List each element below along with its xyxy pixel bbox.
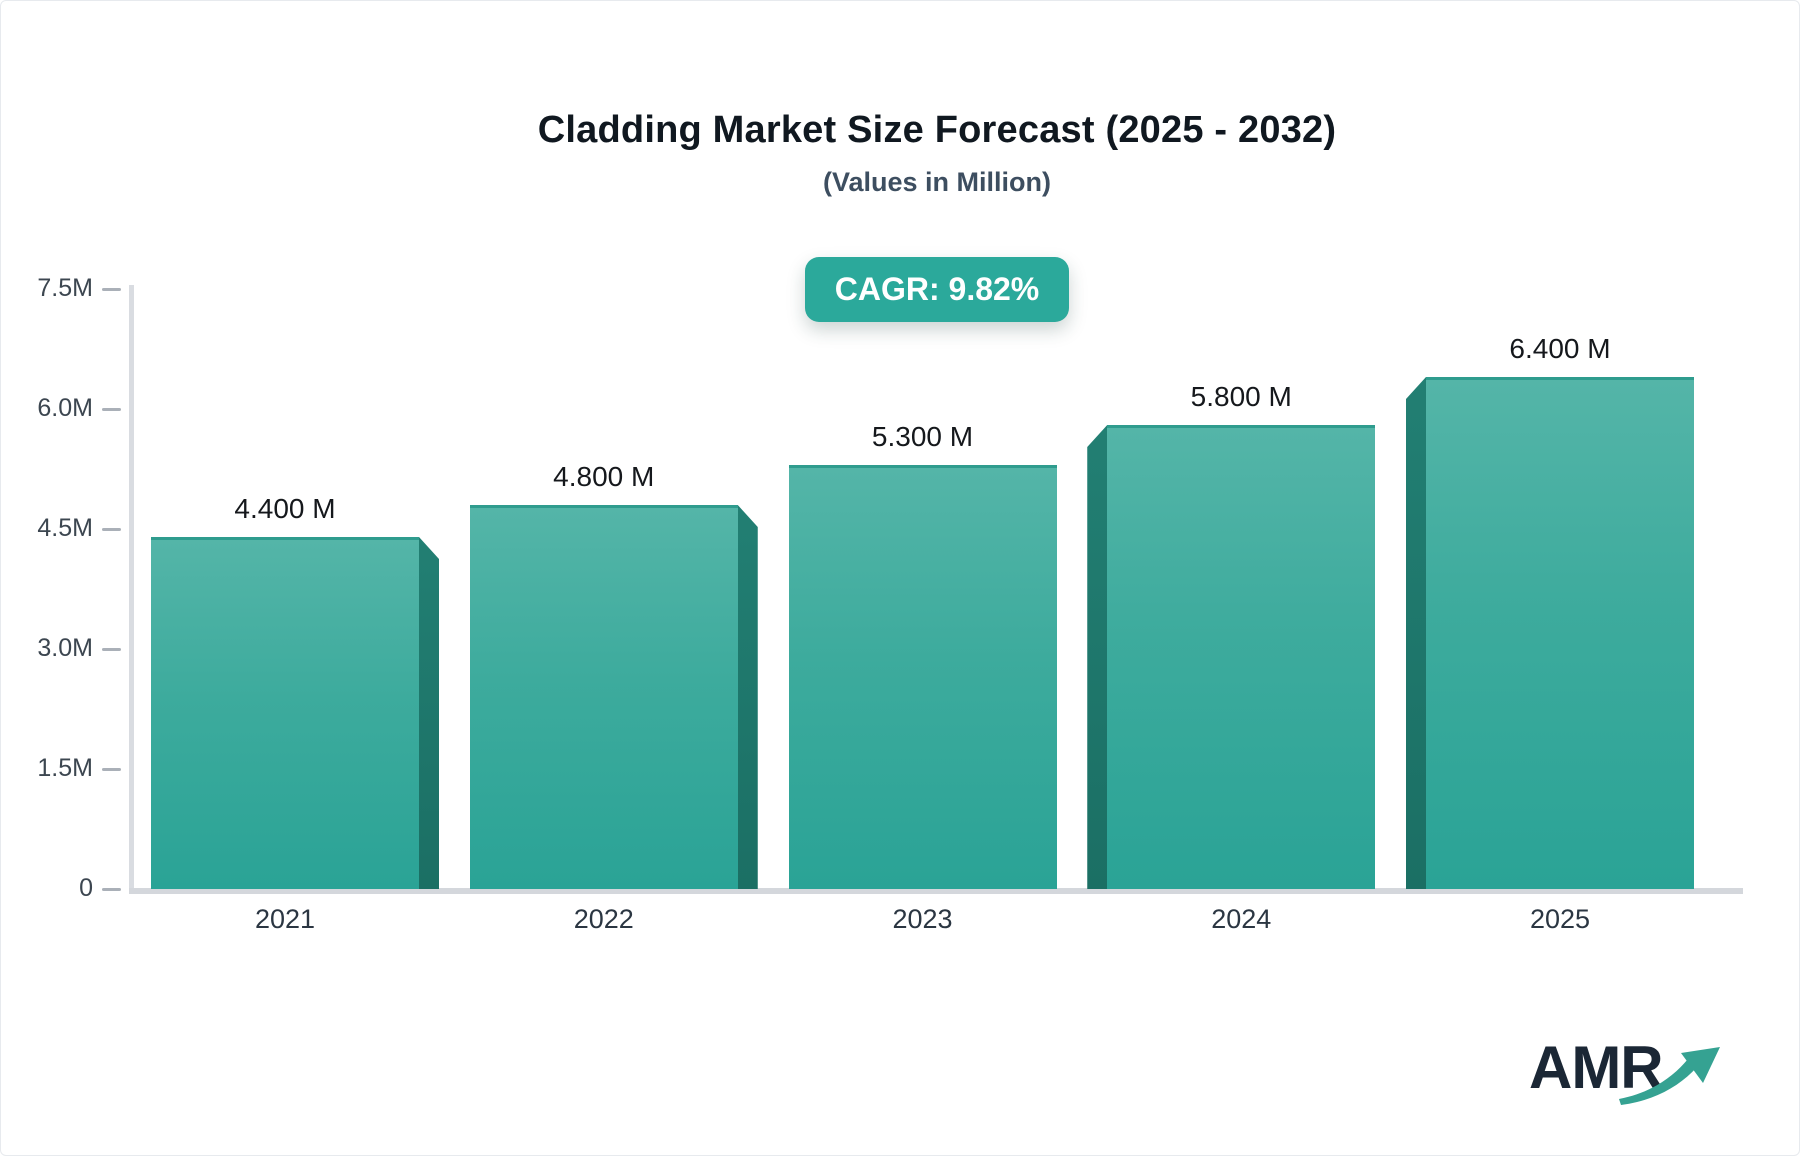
bar-2022-side bbox=[737, 505, 758, 889]
amr-logo: AMR bbox=[1529, 1033, 1720, 1113]
x-tick-label-2024: 2024 bbox=[1211, 904, 1272, 934]
x-tick-label-2025: 2025 bbox=[1529, 904, 1591, 934]
y-tick-label: 1.5M bbox=[37, 754, 93, 782]
bar-value-label: 4.800 M bbox=[553, 461, 655, 492]
x-axis-line bbox=[129, 888, 1743, 894]
y-tick-dash bbox=[102, 288, 121, 291]
y-tick-dash bbox=[102, 408, 121, 411]
y-tick-dash bbox=[102, 888, 121, 891]
amr-logo-text: AMR bbox=[1529, 1034, 1664, 1101]
bar-2021 bbox=[151, 537, 419, 889]
bar-value-label: 5.300 M bbox=[871, 421, 974, 452]
bar-value-label: 5.800 M bbox=[1190, 381, 1292, 412]
x-tick-label-2022: 2022 bbox=[573, 904, 634, 934]
x-tick-label-2023: 2023 bbox=[892, 904, 953, 934]
bar-value-label: 6.400 M bbox=[1509, 333, 1611, 364]
y-tick-label: 6.0M bbox=[37, 394, 93, 422]
y-tick-dash bbox=[102, 648, 121, 651]
trend-up-arrow-icon bbox=[1619, 1047, 1720, 1105]
cagr-badge-row: CAGR: 9.82% bbox=[133, 257, 1741, 322]
bar-2022 bbox=[469, 505, 738, 889]
bar-2025-side bbox=[1406, 377, 1426, 889]
y-axis-line bbox=[129, 285, 134, 894]
bar-2023 bbox=[788, 465, 1057, 889]
chart-title: Cladding Market Size Forecast (2025 - 20… bbox=[537, 109, 1337, 151]
bar-2021-side bbox=[419, 537, 439, 889]
y-tick-label: 4.5M bbox=[37, 514, 93, 542]
y-tick-dash bbox=[102, 768, 121, 771]
y-tick-label: 3.0M bbox=[37, 634, 93, 662]
cagr-badge: CAGR: 9.82% bbox=[804, 257, 1070, 322]
bar-value-label: 4.400 M bbox=[234, 493, 336, 524]
chart-subtitle: (Values in Million) bbox=[822, 167, 1052, 197]
bar-2025 bbox=[1426, 377, 1694, 889]
x-tick-label-2021: 2021 bbox=[254, 904, 316, 934]
y-tick-label: 7.5M bbox=[37, 274, 93, 302]
y-tick-dash bbox=[102, 528, 121, 531]
y-tick-label: 0 bbox=[79, 874, 93, 902]
bar-2024 bbox=[1107, 425, 1376, 889]
bar-2024-side bbox=[1087, 425, 1108, 889]
